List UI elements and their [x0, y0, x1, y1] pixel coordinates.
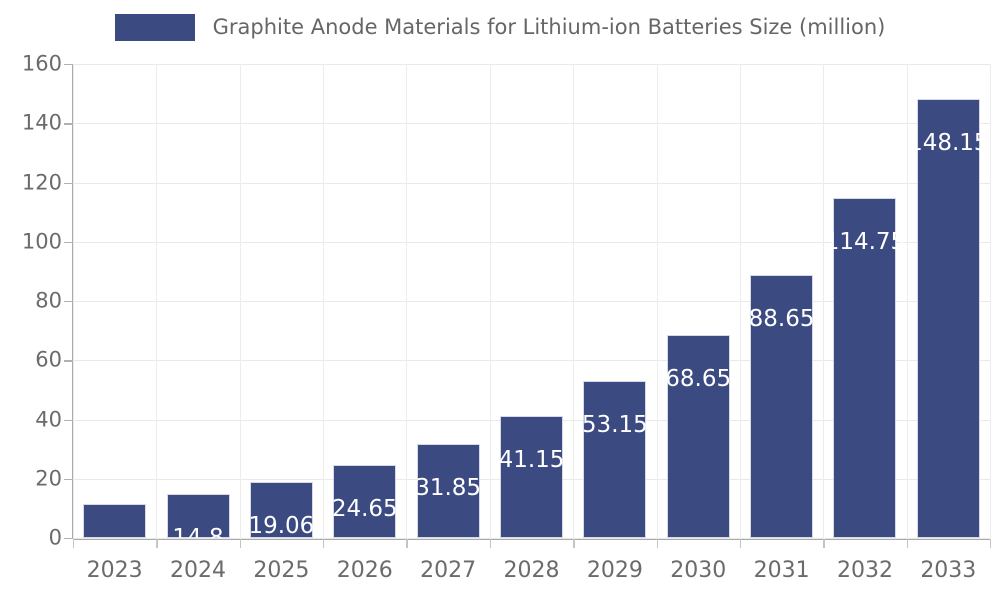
- y-axis-tick-mark: [64, 478, 73, 481]
- y-axis-tick-label: 20: [35, 466, 62, 491]
- y-axis-tick-label: 0: [48, 525, 62, 550]
- legend-entry[interactable]: Graphite Anode Materials for Lithium-ion…: [114, 13, 886, 41]
- x-axis-tick-label: 2030: [670, 558, 727, 583]
- gridline-vertical: [573, 64, 575, 538]
- y-axis-tick-mark: [64, 301, 73, 303]
- bar[interactable]: [166, 494, 230, 538]
- x-axis-tick-label: 2033: [920, 558, 977, 583]
- x-axis-tick-label: 2025: [253, 558, 310, 583]
- legend-color-swatch: [114, 13, 195, 41]
- y-axis-tick-mark: [64, 64, 73, 66]
- gridline-vertical: [239, 64, 241, 538]
- bar[interactable]: [83, 503, 147, 538]
- y-axis-tick-label: 80: [35, 288, 62, 313]
- x-axis-tick-mark: [489, 539, 492, 548]
- bar[interactable]: [833, 198, 897, 538]
- gridline-vertical: [823, 64, 825, 538]
- bars-layer: 11.514.819.0624.6531.8541.1553.1568.6588…: [73, 56, 990, 538]
- gridline-horizontal: [73, 64, 990, 65]
- bar[interactable]: [666, 334, 730, 538]
- gridline-horizontal: [73, 241, 990, 243]
- gridline-vertical: [73, 64, 74, 538]
- x-axis-tick-mark: [573, 539, 575, 548]
- bar[interactable]: [500, 416, 563, 538]
- gridline-vertical: [906, 64, 908, 538]
- gridline-vertical: [990, 64, 991, 538]
- x-axis-tick-label: 2028: [503, 558, 560, 583]
- x-axis-tick-mark: [906, 539, 909, 548]
- y-axis-tick-label: 140: [21, 110, 62, 135]
- y-axis-tick-label: 120: [21, 170, 62, 194]
- x-axis-tick-mark: [323, 539, 325, 548]
- gridline-vertical: [156, 64, 158, 538]
- y-axis-tick-mark: [64, 419, 73, 421]
- x-axis-tick-mark: [656, 539, 658, 548]
- y-axis-tick-mark: [64, 123, 73, 125]
- x-axis-tick-label: 2032: [836, 558, 893, 583]
- bar[interactable]: [249, 481, 313, 538]
- y-axis-labels: 0 20 40 60 80 100 120 140 160: [0, 0, 62, 600]
- x-axis-tick-label: 2029: [586, 558, 643, 583]
- bar[interactable]: [583, 380, 647, 538]
- x-axis-tick-mark: [406, 539, 408, 548]
- gridline-vertical: [656, 64, 658, 538]
- y-axis-tick-mark: [64, 182, 73, 184]
- gridline-horizontal: [73, 538, 990, 539]
- y-axis-tick-mark: [64, 241, 73, 244]
- y-axis-tick-label: 40: [35, 407, 62, 431]
- x-axis-tick-mark: [990, 539, 992, 548]
- chart-legend: Graphite Anode Materials for Lithium-ion…: [0, 0, 1000, 54]
- y-axis-tick-mark: [64, 360, 73, 362]
- x-axis-tick-mark: [739, 539, 742, 548]
- x-axis-tick-label: 2023: [86, 558, 143, 583]
- x-axis-tick-mark: [239, 539, 242, 548]
- legend-label: Graphite Anode Materials for Lithium-ion…: [212, 14, 886, 39]
- gridline-horizontal: [73, 123, 990, 125]
- x-axis-tick-label: 2024: [170, 558, 227, 583]
- bar[interactable]: [333, 464, 397, 538]
- y-axis-tick-label: 160: [21, 51, 62, 76]
- gridline-horizontal: [73, 301, 990, 302]
- gridline-horizontal: [73, 360, 990, 362]
- bar[interactable]: [916, 99, 980, 538]
- x-axis-tick-label: 2027: [420, 558, 477, 583]
- x-axis-tick-mark: [73, 539, 75, 548]
- x-axis-tick-label: 2026: [336, 558, 393, 583]
- x-axis-tick-mark: [823, 539, 825, 548]
- gridline-vertical: [739, 64, 741, 538]
- gridline-vertical: [489, 64, 491, 538]
- bar[interactable]: [416, 443, 480, 538]
- y-axis-tick-label: 60: [35, 347, 62, 372]
- x-axis-tick-label: 2031: [753, 558, 810, 583]
- y-axis-tick-label: 100: [21, 229, 62, 254]
- x-axis-tick-mark: [156, 539, 158, 548]
- gridline-horizontal: [73, 182, 990, 184]
- bar[interactable]: [750, 275, 814, 538]
- gridline-vertical: [406, 64, 408, 538]
- y-axis-tick-mark: [64, 538, 73, 540]
- gridline-vertical: [323, 64, 325, 538]
